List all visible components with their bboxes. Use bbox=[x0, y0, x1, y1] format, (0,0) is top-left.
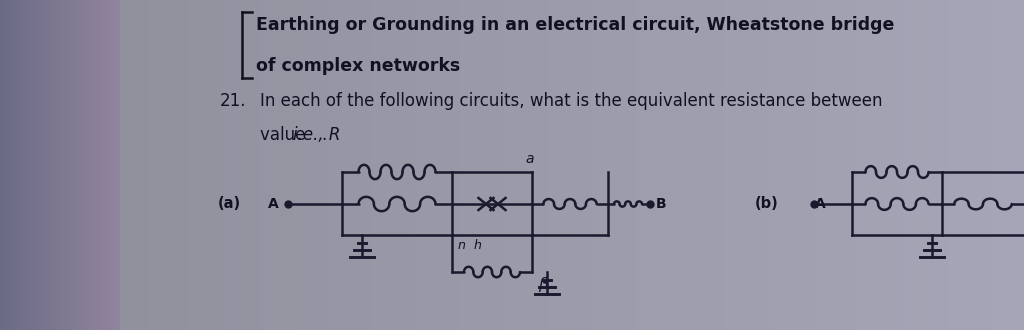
Text: 21.: 21. bbox=[220, 92, 247, 110]
Text: B: B bbox=[656, 197, 667, 211]
Text: of complex networks: of complex networks bbox=[256, 57, 460, 75]
Text: value: value bbox=[260, 126, 310, 144]
Text: i.e., R: i.e., R bbox=[293, 126, 340, 144]
Text: β: β bbox=[538, 277, 548, 292]
Text: In each of the following circuits, what is the equivalent resistance between: In each of the following circuits, what … bbox=[260, 92, 883, 110]
Text: A: A bbox=[268, 197, 279, 211]
Text: .: . bbox=[321, 126, 327, 144]
Text: a: a bbox=[525, 152, 535, 166]
Text: n: n bbox=[458, 239, 466, 252]
Text: Earthing or Grounding in an electrical circuit, Wheatstone bridge: Earthing or Grounding in an electrical c… bbox=[256, 16, 894, 34]
Text: (b): (b) bbox=[755, 195, 778, 211]
Text: h: h bbox=[474, 239, 482, 252]
Text: (a): (a) bbox=[218, 195, 241, 211]
Text: A: A bbox=[815, 197, 825, 211]
